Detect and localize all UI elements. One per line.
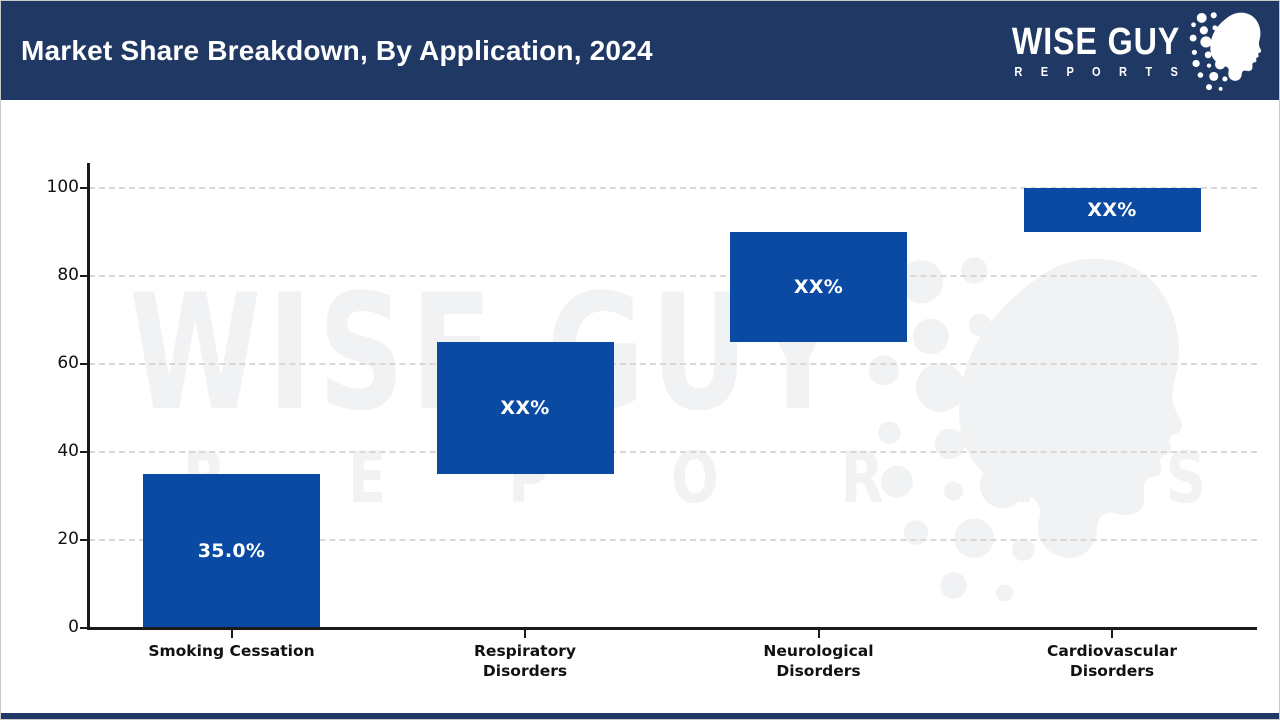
- gridline: [89, 187, 1257, 189]
- y-tick-label: 100: [46, 177, 79, 197]
- y-tick-label: 40: [57, 441, 79, 461]
- gridline: [89, 451, 1257, 453]
- category-label: Respiratory Disorders: [474, 642, 576, 680]
- gridline: [89, 363, 1257, 365]
- x-tick-mark: [817, 630, 820, 638]
- x-tick-mark: [524, 630, 526, 638]
- header-bar: Market Share Breakdown, By Application, …: [1, 1, 1279, 100]
- y-tick-label: 0: [68, 617, 79, 637]
- page-title: Market Share Breakdown, By Application, …: [21, 34, 653, 66]
- gridline: [89, 539, 1257, 541]
- bar-value-label: XX%: [500, 397, 550, 419]
- y-tick-mark: [80, 451, 88, 453]
- y-tick-label: 80: [57, 265, 79, 285]
- brand-name: WISE GUY: [1011, 20, 1181, 63]
- category-label: Neurological Disorders: [763, 642, 874, 680]
- brand-logo-text: WISE GUY R E P O R T S: [991, 23, 1201, 79]
- bar: 35.0%: [143, 474, 320, 628]
- x-axis-line: [87, 627, 1257, 630]
- y-tick-label: 20: [57, 529, 79, 549]
- head-profile-icon: [1189, 11, 1262, 91]
- y-tick-mark: [80, 539, 88, 541]
- y-axis-line: [87, 163, 90, 630]
- y-tick-mark: [80, 363, 88, 365]
- category-label: Cardiovascular Disorders: [1047, 642, 1177, 680]
- y-tick-label: 60: [57, 353, 79, 373]
- head-profile-watermark-icon: [868, 257, 1183, 602]
- gridline: [89, 275, 1257, 277]
- bar-value-label: XX%: [793, 276, 844, 298]
- brand-subtitle: R E P O R T S: [1014, 63, 1186, 79]
- category-label: Smoking Cessation: [148, 642, 315, 660]
- x-tick-mark: [230, 630, 233, 638]
- bar: XX%: [1023, 188, 1201, 232]
- bar: XX%: [730, 232, 907, 342]
- bar-value-label: 35.0%: [197, 540, 266, 562]
- bar: XX%: [436, 342, 614, 474]
- y-tick-mark: [80, 275, 88, 277]
- brand-logo: WISE GUY R E P O R T S: [991, 8, 1265, 94]
- footer-bar: [1, 713, 1279, 719]
- y-tick-mark: [80, 187, 88, 189]
- bar-value-label: XX%: [1087, 199, 1137, 221]
- y-tick-mark: [80, 627, 88, 629]
- x-tick-mark: [1111, 630, 1113, 638]
